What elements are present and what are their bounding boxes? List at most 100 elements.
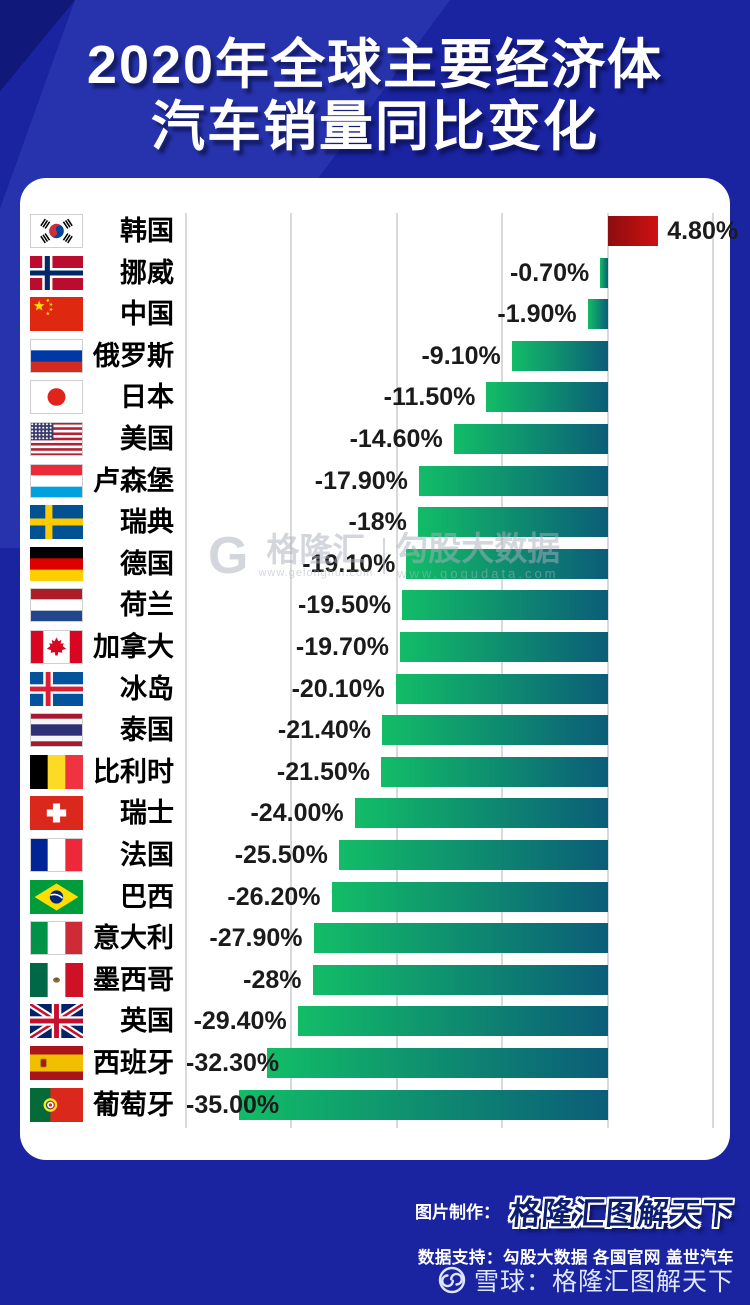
bar-nl xyxy=(402,590,608,621)
country-name: 日本 xyxy=(120,382,174,413)
flag-it-icon xyxy=(30,921,83,956)
country-name: 挪威 xyxy=(120,257,174,288)
flag-es-icon xyxy=(30,1046,83,1080)
value-label: -0.70% xyxy=(509,258,590,287)
flag-br-icon xyxy=(30,879,83,914)
bar-jp xyxy=(486,382,608,413)
plot-area xyxy=(185,213,714,1128)
country-name: 英国 xyxy=(120,1006,174,1037)
bar-gb xyxy=(297,1006,608,1037)
bar-it xyxy=(313,923,608,954)
bar-lu xyxy=(418,465,608,496)
flag-nl-icon xyxy=(30,588,83,623)
bar-ru xyxy=(511,340,608,371)
bar-th xyxy=(382,715,608,746)
flag-cn-icon xyxy=(30,297,83,332)
bar-de xyxy=(406,548,608,579)
value-label: -28% xyxy=(243,965,302,994)
flag-ch-icon xyxy=(30,796,83,831)
flag-th-icon xyxy=(30,713,83,748)
gridline-0 xyxy=(606,213,609,1128)
page-title: 2020年全球主要经济体 汽车销量同比变化 xyxy=(0,34,750,158)
value-label: -19.10% xyxy=(302,549,396,578)
value-label: -21.50% xyxy=(276,757,370,786)
country-name: 葡萄牙 xyxy=(93,1089,174,1120)
title-line-2: 汽车销量同比变化 xyxy=(151,97,599,157)
value-label: -14.60% xyxy=(349,425,443,453)
value-label: -19.50% xyxy=(297,591,392,620)
country-name: 意大利 xyxy=(93,923,174,954)
gridline--30 xyxy=(290,213,293,1128)
flag-gb-icon xyxy=(30,1004,83,1039)
flag-pt-icon xyxy=(30,1087,83,1122)
country-name: 法国 xyxy=(120,840,174,870)
value-label: -24.00% xyxy=(250,799,344,828)
value-label: -32.30% xyxy=(186,1049,280,1077)
flag-fr-icon xyxy=(30,838,83,872)
gridline--10 xyxy=(501,213,504,1128)
country-name: 俄罗斯 xyxy=(93,340,174,371)
flag-se-icon xyxy=(30,505,83,540)
country-name: 冰岛 xyxy=(120,673,174,704)
country-name: 西班牙 xyxy=(93,1048,174,1078)
value-label: -19.70% xyxy=(295,633,389,661)
flag-jp-icon xyxy=(30,380,83,415)
flag-is-icon xyxy=(30,671,83,706)
value-label: -11.50% xyxy=(383,383,476,412)
flag-be-icon xyxy=(30,754,83,789)
gridline--40 xyxy=(185,213,187,1128)
country-name: 比利时 xyxy=(93,756,174,787)
flag-no-icon xyxy=(30,255,83,290)
credit-label: 图片制作： xyxy=(415,1203,500,1222)
gridline-10 xyxy=(712,213,714,1128)
flag-ru-icon xyxy=(30,338,83,373)
country-name: 巴西 xyxy=(120,881,174,912)
flag-ca-icon xyxy=(30,630,83,664)
bar-no xyxy=(600,257,608,288)
bar-be xyxy=(381,756,608,787)
bar-es xyxy=(267,1048,608,1078)
data-support-text: 数据支持：勾股大数据 各国官网 盖世汽车 xyxy=(417,1249,734,1267)
gelonghui-logo: 格隆汇图解天下 xyxy=(508,1196,736,1231)
bar-ch xyxy=(354,798,608,829)
value-label: -35.00% xyxy=(186,1090,280,1119)
value-label: -26.20% xyxy=(227,882,321,911)
xueqiu-snowball-icon xyxy=(438,1266,466,1294)
bar-kr xyxy=(607,216,659,246)
bar-se xyxy=(417,507,608,538)
value-label: -1.90% xyxy=(497,300,577,329)
country-name: 瑞士 xyxy=(120,798,174,829)
bar-pt xyxy=(238,1089,608,1120)
value-label: -17.90% xyxy=(314,466,408,495)
value-label: -18% xyxy=(348,508,407,537)
country-name: 德国 xyxy=(120,548,174,579)
country-name: 卢森堡 xyxy=(93,465,174,496)
flag-us-icon xyxy=(30,422,83,456)
bar-us xyxy=(453,424,608,454)
country-name: 墨西哥 xyxy=(93,964,174,995)
bar-cn xyxy=(587,299,608,330)
value-label: -21.40% xyxy=(277,716,371,745)
bar-fr xyxy=(338,840,608,870)
flag-de-icon xyxy=(30,546,83,581)
country-name: 中国 xyxy=(120,299,174,330)
country-name: 泰国 xyxy=(120,715,174,746)
flag-lu-icon xyxy=(30,463,83,498)
xueqiu-line: 雪球：格隆汇图解天下 xyxy=(438,1262,734,1298)
bar-mx xyxy=(312,964,608,995)
country-name: 韩国 xyxy=(120,216,174,246)
value-label: -29.40% xyxy=(193,1007,287,1036)
xueqiu-text: 雪球：格隆汇图解天下 xyxy=(473,1268,734,1296)
value-label: 4.80% xyxy=(667,217,739,245)
chart-panel: 韩国 4.80% 挪威 -0.70% 中国 -1.90% 俄罗斯 -9.10% 日本 -11.… xyxy=(20,178,738,1160)
bar-ca xyxy=(400,632,608,662)
credit-line: 图片制作： 格隆汇图解天下 xyxy=(415,1188,736,1233)
value-label: -27.90% xyxy=(209,924,303,953)
bar-br xyxy=(331,881,608,912)
value-label: -25.50% xyxy=(234,841,328,869)
bar-is xyxy=(395,673,608,704)
country-name: 瑞典 xyxy=(120,507,174,538)
country-name: 美国 xyxy=(120,424,174,454)
flag-mx-icon xyxy=(30,962,83,997)
country-name: 加拿大 xyxy=(93,632,174,662)
